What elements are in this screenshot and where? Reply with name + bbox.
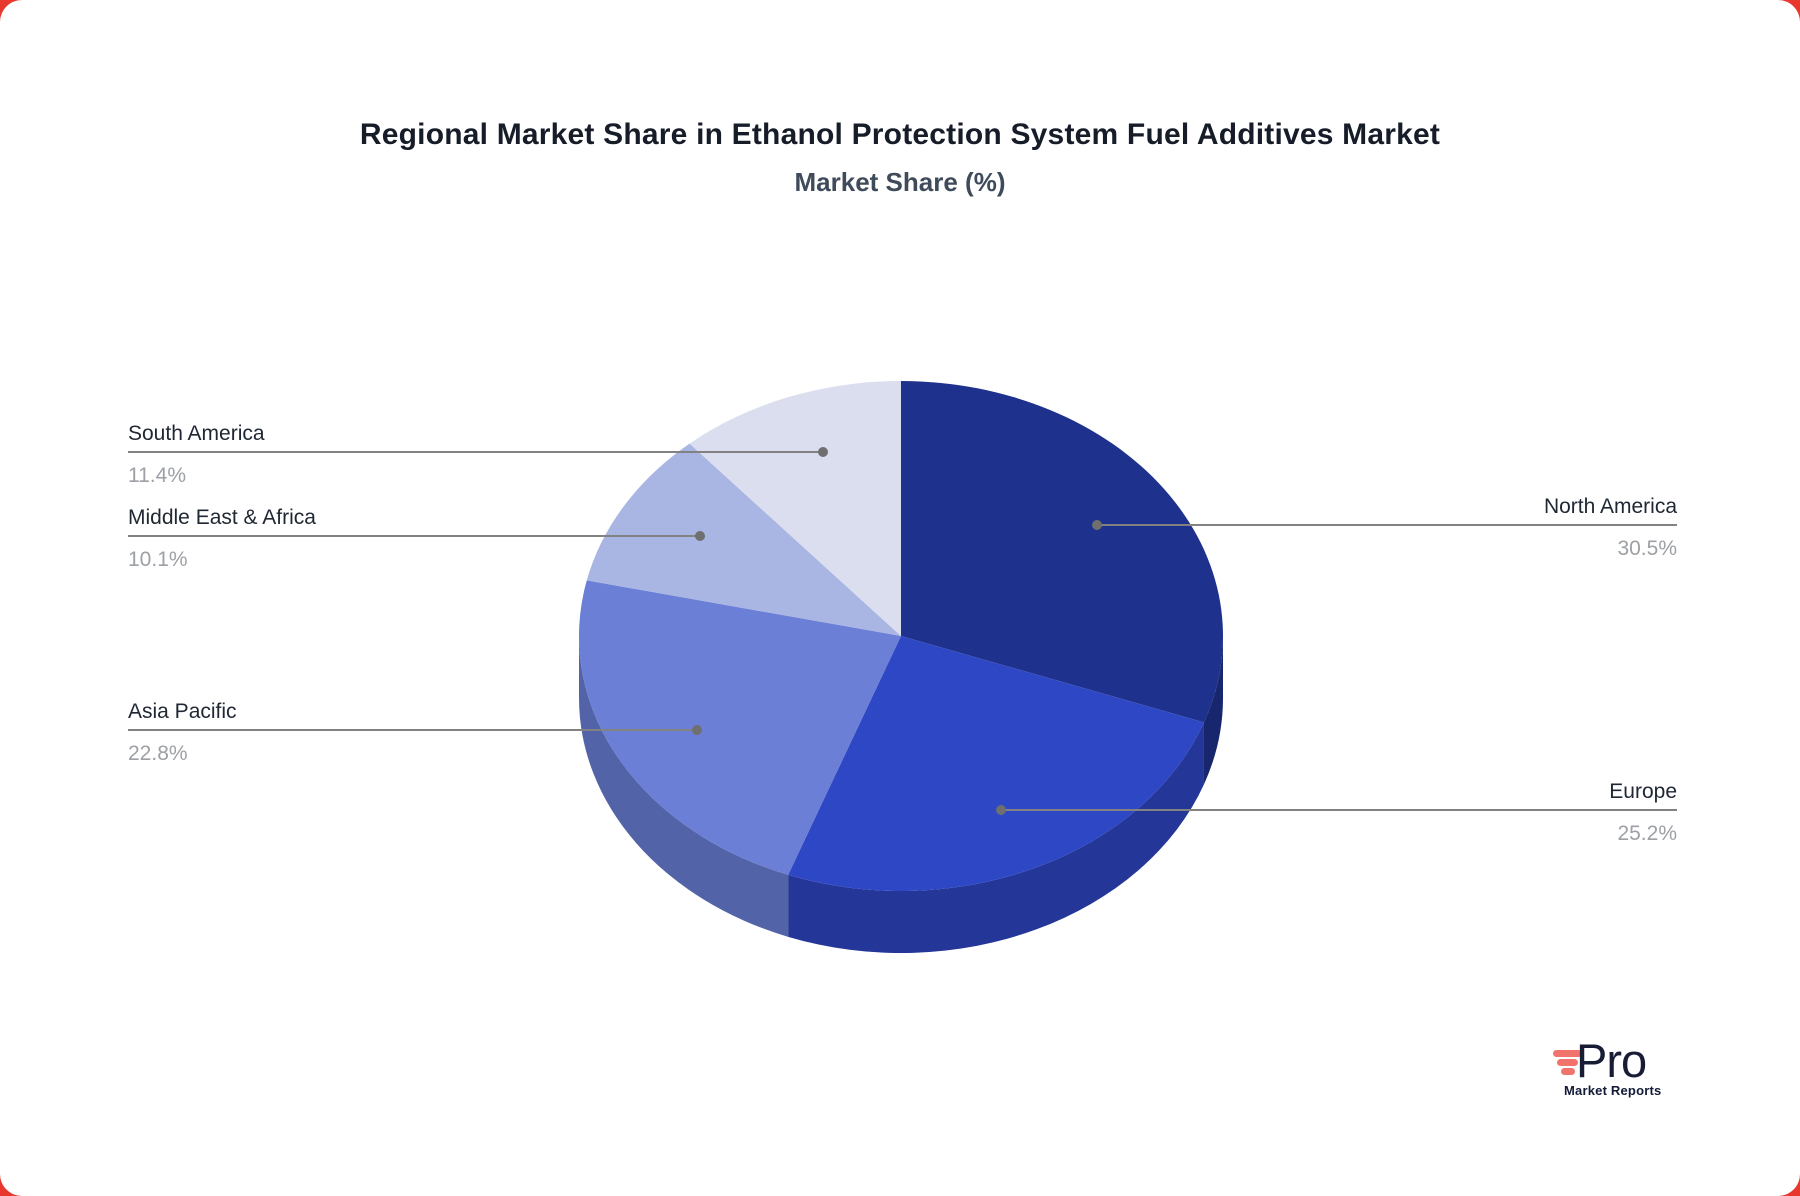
pie-slice-side-europe (788, 722, 1204, 953)
leader-dot-asia-pacific (692, 725, 702, 735)
slice-label-europe: Europe 25.2% (1609, 779, 1677, 847)
pie-slice-north-america[interactable] (901, 381, 1223, 723)
chart-subtitle: Market Share (%) (794, 167, 1006, 197)
leader-dot-middle-east-africa (695, 531, 705, 541)
pie-slice-europe[interactable] (788, 636, 1204, 891)
slice-label-value: 11.4% (128, 464, 186, 487)
brand-logo: Pro Market Reports (1550, 1037, 1690, 1104)
pie-slice-asia-pacific[interactable] (578, 580, 901, 875)
logo-bar-icon (1561, 1068, 1575, 1075)
pie-slice-side-asia-pacific (579, 636, 789, 937)
slice-label-value: 30.5% (1617, 537, 1677, 560)
leader-dot-north-america (1092, 520, 1102, 530)
logo-brand-text: Pro (1576, 1034, 1647, 1087)
slice-label-value: 10.1% (128, 548, 188, 571)
slice-label-asia-pacific: Asia Pacific 22.8% (128, 699, 237, 767)
slice-label-name: Asia Pacific (128, 700, 237, 723)
slice-label-value: 22.8% (128, 742, 188, 765)
pie-slice-middle-east-africa[interactable] (586, 443, 901, 636)
pie-slice-side-north-america (1203, 636, 1223, 785)
logo-bar-icon (1553, 1050, 1582, 1057)
slice-label-name: South America (128, 422, 265, 445)
leader-dot-south-america (818, 447, 828, 457)
leader-dot-europe (996, 805, 1006, 815)
slice-label-north-america: North America 30.5% (1544, 494, 1677, 562)
slice-label-name: Middle East & Africa (128, 506, 316, 529)
slice-label-middle-east-africa: Middle East & Africa 10.1% (128, 505, 316, 573)
logo-tagline-text: Market Reports (1564, 1083, 1662, 1098)
slice-label-name: Europe (1609, 780, 1677, 803)
slice-label-value: 25.2% (1617, 822, 1677, 845)
slice-label-name: North America (1543, 495, 1677, 518)
pie-slice-south-america[interactable] (689, 381, 901, 636)
slice-label-south-america: South America 11.4% (128, 421, 265, 489)
logo-bar-icon (1557, 1059, 1578, 1066)
chart-title: Regional Market Share in Ethanol Protect… (359, 118, 1441, 151)
